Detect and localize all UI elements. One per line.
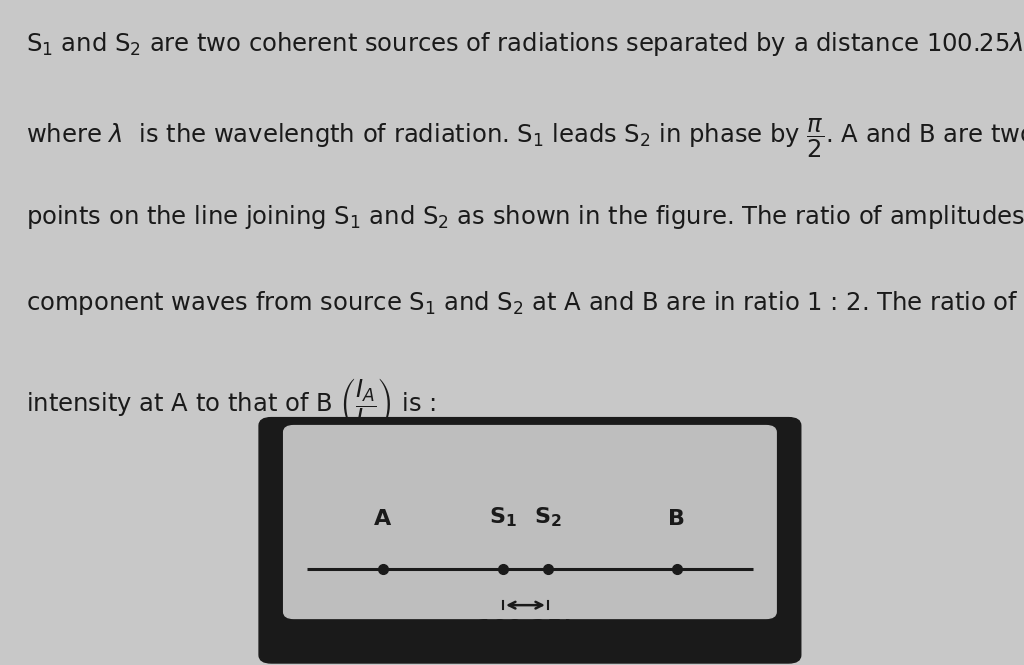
Text: $\mathregular{S_2}$: $\mathregular{S_2}$ xyxy=(534,505,561,529)
Text: where $\lambda$  is the wavelength of radiation. $\mathregular{S_1}$ leads $\mat: where $\lambda$ is the wavelength of rad… xyxy=(26,116,1024,160)
Text: B: B xyxy=(669,509,685,529)
Text: intensity at A to that of B $\left(\dfrac{I_A}{I_B}\right)$ is :: intensity at A to that of B $\left(\dfra… xyxy=(26,376,435,433)
FancyBboxPatch shape xyxy=(284,426,776,618)
Text: A: A xyxy=(375,509,391,529)
Text: component waves from source $\mathregular{S_1}$ and $\mathregular{S_2}$ at A and: component waves from source $\mathregula… xyxy=(26,289,1018,317)
FancyBboxPatch shape xyxy=(259,418,801,663)
Text: points on the line joining $\mathregular{S_1}$ and $\mathregular{S_2}$ as shown : points on the line joining $\mathregular… xyxy=(26,203,1024,231)
Text: $\mathregular{S_1}$: $\mathregular{S_1}$ xyxy=(489,505,517,529)
Text: $\mathregular{S_1}$ and $\mathregular{S_2}$ are two coherent sources of radiatio: $\mathregular{S_1}$ and $\mathregular{S_… xyxy=(26,30,1024,58)
Text: 100,25$\lambda$: 100,25$\lambda$ xyxy=(476,617,574,640)
